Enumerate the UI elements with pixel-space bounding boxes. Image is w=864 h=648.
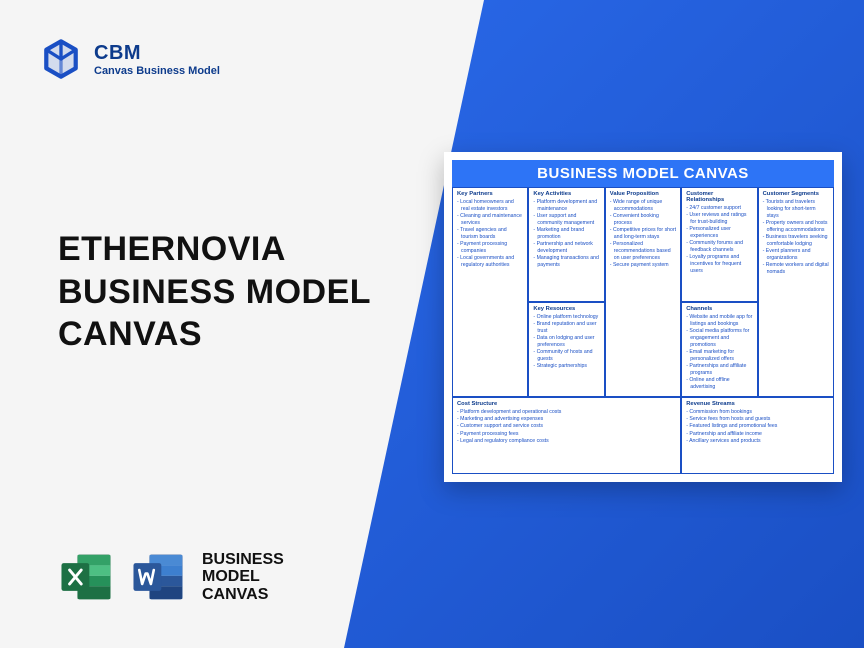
list-item: Secure payment system xyxy=(610,262,676,269)
list-item: Community forums and feedback channels xyxy=(686,240,752,254)
list-item: Online platform technology xyxy=(533,314,599,321)
word-icon xyxy=(130,548,188,606)
list-item: Featured listings and promotional fees xyxy=(686,423,829,430)
cell-revenue-streams: Revenue Streams Commission from bookings… xyxy=(681,397,834,474)
canvas-preview: BUSINESS MODEL CANVAS Key Partners Local… xyxy=(444,152,842,482)
brand-logo: CBM Canvas Business Model xyxy=(40,38,220,80)
footer-block: BUSINESSMODELCANVAS xyxy=(58,548,284,606)
list-item: Wide range of unique accommodations xyxy=(610,199,676,213)
list-item: Managing transactions and payments xyxy=(533,255,599,269)
list-item: Marketing and advertising expenses xyxy=(457,416,676,423)
list-item: Local homeowners and real estate investo… xyxy=(457,199,523,213)
list-item: Convenient booking process xyxy=(610,213,676,227)
list-item: Brand reputation and user trust xyxy=(533,321,599,335)
cell-value-proposition: Value Proposition Wide range of unique a… xyxy=(605,187,681,397)
list-item: Partnerships and affiliate programs xyxy=(686,363,752,377)
list-item: Travel agencies and tourism boards xyxy=(457,227,523,241)
cell-cost-structure: Cost Structure Platform development and … xyxy=(452,397,681,474)
cell-customer-relationships: Customer Relationships 24/7 customer sup… xyxy=(681,187,757,302)
list-item: Website and mobile app for listings and … xyxy=(686,314,752,328)
list-item: Cleaning and maintenance services xyxy=(457,213,523,227)
list-item: Email marketing for personalized offers xyxy=(686,349,752,363)
list-item: Social media platforms for engagement an… xyxy=(686,328,752,349)
list-item: Event planners and organizations xyxy=(763,248,829,262)
cell-key-partners: Key Partners Local homeowners and real e… xyxy=(452,187,528,397)
list-item: Service fees from hosts and guests xyxy=(686,416,829,423)
list-item: Tourists and travelers looking for short… xyxy=(763,199,829,220)
list-item: Platform development and maintenance xyxy=(533,199,599,213)
list-item: Platform development and operational cos… xyxy=(457,409,676,416)
canvas-header: BUSINESS MODEL CANVAS xyxy=(452,160,834,187)
footer-label: BUSINESSMODELCANVAS xyxy=(202,551,284,604)
list-item: 24/7 customer support xyxy=(686,205,752,212)
page-title: ETHERNOVIABUSINESS MODELCANVAS xyxy=(58,228,371,356)
list-item: Remote workers and digital nomads xyxy=(763,262,829,276)
list-item: Commission from bookings xyxy=(686,409,829,416)
list-item: User support and community management xyxy=(533,213,599,227)
list-item: Legal and regulatory compliance costs xyxy=(457,438,676,445)
cbm-logo-icon xyxy=(40,38,82,80)
excel-icon xyxy=(58,548,116,606)
canvas-grid: Key Partners Local homeowners and real e… xyxy=(452,187,834,474)
list-item: Business travelers seeking comfortable l… xyxy=(763,234,829,248)
list-item: Property owners and hosts offering accom… xyxy=(763,220,829,234)
list-item: Personalized recommendations based on us… xyxy=(610,241,676,262)
list-item: Partnership and affiliate income xyxy=(686,431,829,438)
list-item: Local governments and regulatory authori… xyxy=(457,255,523,269)
list-item: Personalized user experiences xyxy=(686,226,752,240)
list-item: Online and offline advertising xyxy=(686,377,752,391)
list-item: User reviews and ratings for trust-build… xyxy=(686,212,752,226)
list-item: Ancillary services and products xyxy=(686,438,829,445)
cell-customer-segments: Customer Segments Tourists and travelers… xyxy=(758,187,834,397)
list-item: Payment processing fees xyxy=(457,431,676,438)
cell-key-activities: Key Activities Platform development and … xyxy=(528,187,604,302)
list-item: Data on lodging and user preferences xyxy=(533,335,599,349)
list-item: Partnership and network development xyxy=(533,241,599,255)
cell-channels: Channels Website and mobile app for list… xyxy=(681,302,757,398)
cell-key-resources: Key Resources Online platform technology… xyxy=(528,302,604,398)
list-item: Strategic partnerships xyxy=(533,363,599,370)
logo-subtitle: Canvas Business Model xyxy=(94,65,220,77)
list-item: Customer support and service costs xyxy=(457,423,676,430)
list-item: Loyalty programs and incentives for freq… xyxy=(686,254,752,275)
list-item: Marketing and brand promotion xyxy=(533,227,599,241)
list-item: Community of hosts and guests xyxy=(533,349,599,363)
list-item: Competitive prices for short and long-te… xyxy=(610,227,676,241)
list-item: Payment processing companies xyxy=(457,241,523,255)
logo-title: CBM xyxy=(94,42,220,65)
